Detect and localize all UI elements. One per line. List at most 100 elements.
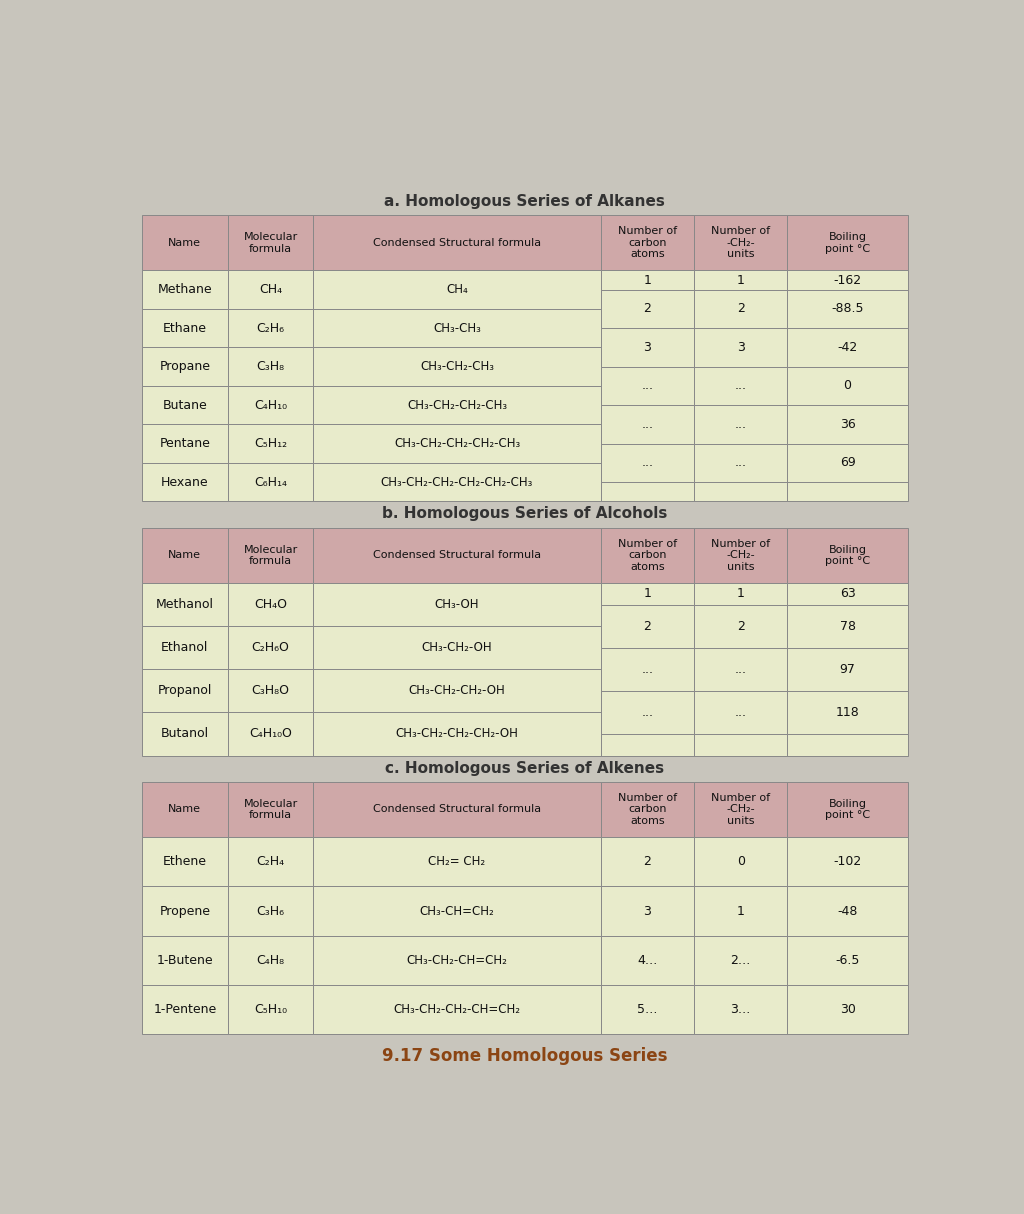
Bar bbox=[313, 713, 601, 755]
Bar bbox=[142, 713, 227, 755]
Bar bbox=[313, 669, 601, 713]
Text: C₃H₆: C₃H₆ bbox=[257, 904, 285, 918]
Bar bbox=[313, 528, 601, 583]
Bar bbox=[227, 583, 313, 626]
Bar bbox=[601, 648, 694, 691]
Text: C₅H₁₀: C₅H₁₀ bbox=[254, 1003, 287, 1016]
Bar bbox=[787, 691, 907, 734]
Bar bbox=[142, 528, 227, 583]
Bar bbox=[313, 838, 601, 886]
Text: Hexane: Hexane bbox=[161, 476, 209, 489]
Bar bbox=[313, 782, 601, 838]
Text: C₂H₆O: C₂H₆O bbox=[252, 641, 290, 654]
Bar bbox=[694, 605, 787, 648]
Bar bbox=[694, 583, 787, 605]
Text: 3…: 3… bbox=[730, 1003, 751, 1016]
Text: Boiling
point °C: Boiling point °C bbox=[825, 799, 870, 821]
Bar bbox=[142, 308, 227, 347]
Bar bbox=[601, 734, 694, 755]
Bar bbox=[142, 669, 227, 713]
Text: 5…: 5… bbox=[637, 1003, 657, 1016]
Text: 1-Pentene: 1-Pentene bbox=[154, 1003, 216, 1016]
Text: C₆H₁₄: C₆H₁₄ bbox=[254, 476, 287, 489]
Text: CH₃-CH₂-CH₂-CH₂-OH: CH₃-CH₂-CH₂-CH₂-OH bbox=[395, 727, 518, 741]
Bar bbox=[313, 386, 601, 425]
Text: Molecular
formula: Molecular formula bbox=[244, 799, 298, 821]
Text: CH₃-CH₂-CH₂-CH₂-CH₂-CH₃: CH₃-CH₂-CH₂-CH₂-CH₂-CH₃ bbox=[381, 476, 534, 489]
Bar bbox=[142, 936, 227, 985]
Text: 1: 1 bbox=[643, 588, 651, 600]
Bar bbox=[694, 782, 787, 838]
Bar bbox=[227, 215, 313, 271]
Bar bbox=[787, 367, 907, 405]
Text: C₅H₁₂: C₅H₁₂ bbox=[254, 437, 287, 450]
Text: CH₄: CH₄ bbox=[259, 283, 283, 296]
Text: C₂H₄: C₂H₄ bbox=[257, 856, 285, 868]
Text: Ethene: Ethene bbox=[163, 856, 207, 868]
Bar bbox=[601, 443, 694, 482]
Text: 2: 2 bbox=[643, 856, 651, 868]
Text: 2: 2 bbox=[643, 302, 651, 316]
Text: b. Homologous Series of Alcohols: b. Homologous Series of Alcohols bbox=[382, 506, 668, 522]
Text: Name: Name bbox=[168, 805, 202, 815]
Bar bbox=[787, 782, 907, 838]
Text: 3: 3 bbox=[643, 341, 651, 354]
Text: ...: ... bbox=[641, 663, 653, 676]
Bar bbox=[787, 648, 907, 691]
Bar bbox=[694, 691, 787, 734]
Text: Molecular
formula: Molecular formula bbox=[244, 545, 298, 566]
Bar bbox=[227, 782, 313, 838]
Bar bbox=[227, 669, 313, 713]
Text: 1: 1 bbox=[737, 904, 744, 918]
Bar bbox=[694, 734, 787, 755]
Text: 1: 1 bbox=[737, 273, 744, 287]
Bar bbox=[313, 308, 601, 347]
Text: ...: ... bbox=[641, 456, 653, 470]
Bar bbox=[601, 215, 694, 271]
Text: 2: 2 bbox=[643, 619, 651, 632]
Bar bbox=[227, 626, 313, 669]
Bar bbox=[142, 985, 227, 1034]
Bar bbox=[601, 838, 694, 886]
Bar bbox=[601, 528, 694, 583]
Text: 2…: 2… bbox=[730, 954, 751, 966]
Text: Ethanol: Ethanol bbox=[161, 641, 209, 654]
Bar bbox=[227, 713, 313, 755]
Text: Name: Name bbox=[168, 550, 202, 561]
Text: Propene: Propene bbox=[160, 904, 210, 918]
Text: ...: ... bbox=[735, 663, 746, 676]
Text: 3: 3 bbox=[643, 904, 651, 918]
Text: Boiling
point °C: Boiling point °C bbox=[825, 545, 870, 566]
Bar bbox=[694, 405, 787, 443]
Text: CH₄O: CH₄O bbox=[254, 599, 287, 611]
Bar bbox=[601, 936, 694, 985]
Text: CH₃-CH₂-CH₂-CH=CH₂: CH₃-CH₂-CH₂-CH=CH₂ bbox=[393, 1003, 520, 1016]
Bar bbox=[142, 626, 227, 669]
Bar bbox=[142, 463, 227, 501]
Text: -88.5: -88.5 bbox=[831, 302, 864, 316]
Text: Pentane: Pentane bbox=[160, 437, 210, 450]
Text: ...: ... bbox=[735, 418, 746, 431]
Text: Methanol: Methanol bbox=[156, 599, 214, 611]
Text: 1: 1 bbox=[737, 588, 744, 600]
Text: Number of
carbon
atoms: Number of carbon atoms bbox=[617, 539, 677, 572]
Text: 3: 3 bbox=[737, 341, 744, 354]
Bar bbox=[787, 985, 907, 1034]
Text: CH₃-CH=CH₂: CH₃-CH=CH₂ bbox=[420, 904, 495, 918]
Text: ...: ... bbox=[641, 380, 653, 392]
Bar bbox=[227, 386, 313, 425]
Bar bbox=[694, 648, 787, 691]
Bar bbox=[787, 482, 907, 501]
Bar bbox=[787, 271, 907, 290]
Bar bbox=[787, 936, 907, 985]
Text: CH₃-CH₂-CH=CH₂: CH₃-CH₂-CH=CH₂ bbox=[407, 954, 508, 966]
Bar bbox=[601, 290, 694, 328]
Text: 30: 30 bbox=[840, 1003, 855, 1016]
Text: CH₃-CH₂-CH₃: CH₃-CH₂-CH₃ bbox=[420, 361, 494, 373]
Text: 0: 0 bbox=[736, 856, 744, 868]
Bar bbox=[142, 271, 227, 308]
Text: 1-Butene: 1-Butene bbox=[157, 954, 213, 966]
Bar bbox=[313, 886, 601, 936]
Text: -48: -48 bbox=[838, 904, 858, 918]
Bar bbox=[313, 985, 601, 1034]
